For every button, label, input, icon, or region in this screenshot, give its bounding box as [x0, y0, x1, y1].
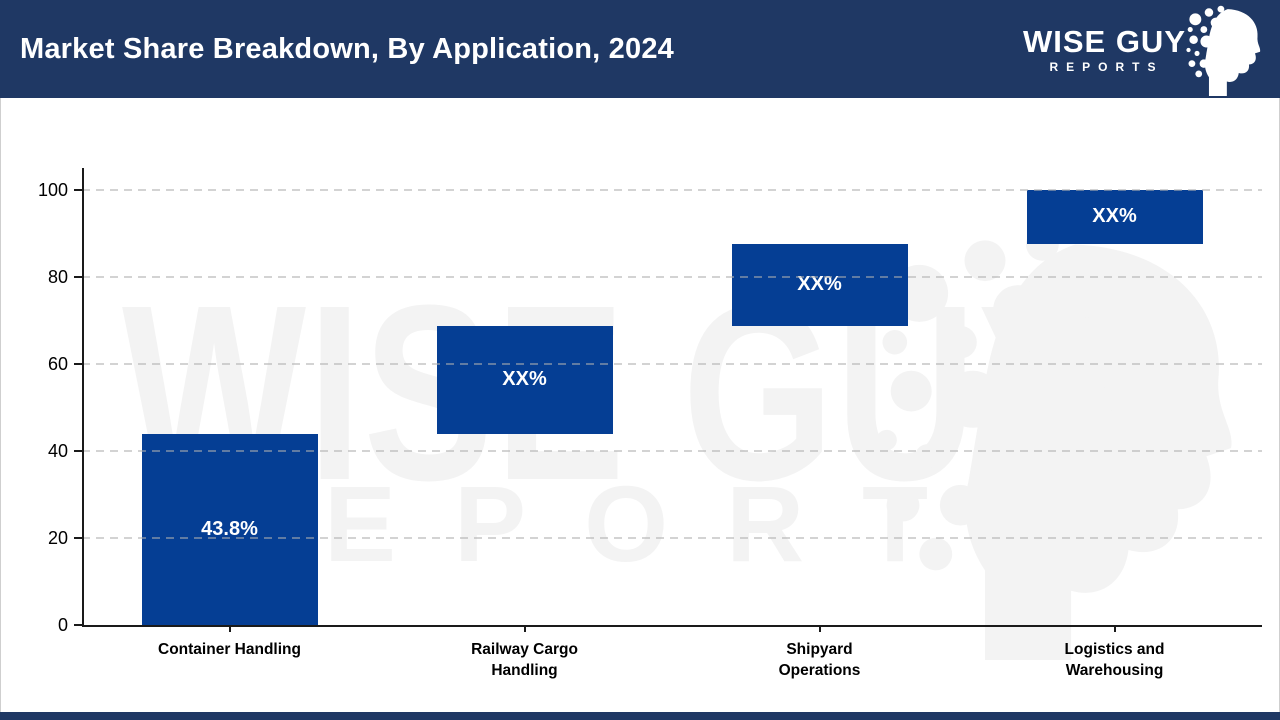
bar-logistics-and-warehousing: XX% [1026, 189, 1203, 245]
x-tick-label: Railway Cargo Handling [471, 641, 578, 679]
y-tick-mark [74, 188, 82, 191]
y-tick-label: 60 [47, 353, 68, 374]
gridline [82, 449, 1262, 452]
bar-container-handling: 43.8% [141, 434, 318, 625]
y-tick-mark [74, 536, 82, 539]
x-tick-label: Logistics and Warehousing [1064, 641, 1165, 679]
x-tick-mark [818, 625, 821, 632]
x-tick-mark [1113, 625, 1116, 632]
y-tick-mark [74, 449, 82, 452]
y-tick-label: 40 [47, 440, 68, 461]
y-tick-mark [74, 275, 82, 278]
bar-shipyard-operations: XX% [731, 244, 908, 326]
y-tick-mark [74, 624, 82, 626]
y-tick-mark [74, 362, 82, 365]
wiseguy-logo: WISE GUY REPORTS [1023, 2, 1280, 96]
bar-railway-cargo-handling: XX% [436, 325, 613, 435]
x-tick-label: Shipyard Operations [778, 641, 861, 679]
chart-header: Market Share Breakdown, By Application, … [0, 0, 1280, 98]
gridline [82, 536, 1262, 539]
x-tick-mark [523, 625, 526, 632]
gridline [82, 362, 1262, 365]
y-tick-label: 20 [47, 527, 68, 548]
bar-value-label: 43.8% [201, 518, 258, 541]
footer-strip [0, 712, 1280, 720]
gridline [82, 275, 1262, 278]
bar-value-label: XX% [797, 273, 842, 296]
wiseguy-head-icon [1186, 5, 1261, 96]
x-tick-label: Container Handling [158, 641, 301, 658]
x-tick-mark [228, 625, 231, 632]
y-tick-label: 0 [57, 615, 68, 635]
bar-value-label: XX% [1092, 205, 1137, 228]
logo-subtitle: REPORTS [1049, 59, 1164, 74]
bar-value-label: XX% [502, 368, 547, 391]
x-axis [82, 625, 1262, 627]
watermark-text-line2: REPORTS [188, 463, 1117, 584]
y-axis [82, 168, 84, 627]
y-tick-label: 80 [47, 266, 68, 287]
gridline [82, 188, 1262, 191]
y-tick-label: 100 [37, 179, 68, 200]
page-title: Market Share Breakdown, By Application, … [20, 32, 674, 65]
logo-wordmark: WISE GUY [1022, 23, 1186, 59]
